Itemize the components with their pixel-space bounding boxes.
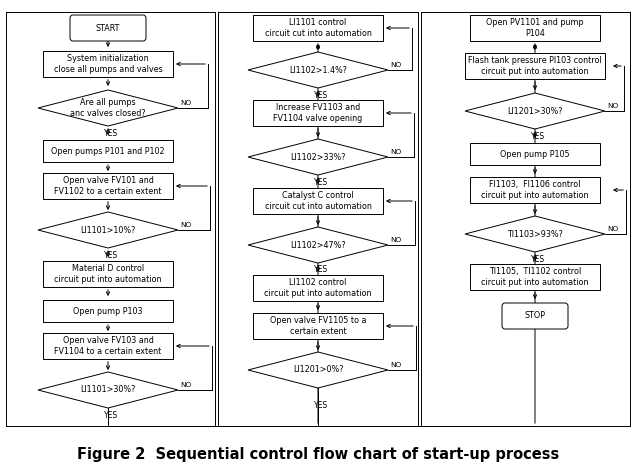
Text: Open PV1101 and pump
P104: Open PV1101 and pump P104 [486,18,584,38]
Text: YES: YES [314,91,328,100]
Text: YES: YES [314,265,328,274]
Text: FI1103,  FI1106 control
circuit put into automation: FI1103, FI1106 control circuit put into … [481,180,589,200]
Text: NO: NO [180,382,191,388]
Polygon shape [465,216,605,252]
Text: NO: NO [607,103,618,109]
Text: LI1101>10%?: LI1101>10%? [80,226,135,235]
Text: LI1102>1.4%?: LI1102>1.4%? [289,65,347,74]
Polygon shape [248,52,388,88]
Text: Flash tank pressure PI103 control
circuit put into automation: Flash tank pressure PI103 control circui… [468,56,602,76]
Text: LI1201>30%?: LI1201>30%? [508,107,563,116]
Text: STOP: STOP [525,311,546,320]
Text: LI1102>33%?: LI1102>33%? [290,153,346,162]
Text: LI1102>47%?: LI1102>47%? [290,240,346,249]
Text: TI1105,  TI1102 control
circuit put into automation: TI1105, TI1102 control circuit put into … [481,267,589,287]
Text: Open valve FV103 and
FV1104 to a certain extent: Open valve FV103 and FV1104 to a certain… [54,336,162,356]
Text: NO: NO [180,222,191,228]
Text: YES: YES [104,128,118,137]
Bar [253,313,383,339]
Text: NO: NO [390,62,401,68]
Text: Are all pumps
anc valves closed?: Are all pumps anc valves closed? [70,98,146,118]
Polygon shape [248,139,388,175]
Text: NO: NO [390,149,401,155]
Polygon shape [38,212,178,248]
Text: Open valve FV1105 to a
certain extent: Open valve FV1105 to a certain extent [270,316,366,336]
Bar [470,15,600,41]
Polygon shape [38,372,178,408]
Text: Open pump P105: Open pump P105 [500,149,570,158]
Text: NO: NO [180,100,191,106]
Bar [470,264,600,290]
Text: YES: YES [104,250,118,259]
Text: LI1201>0%?: LI1201>0%? [293,365,343,374]
Text: Open valve FV101 and
FV1102 to a certain extent: Open valve FV101 and FV1102 to a certain… [54,176,162,196]
Text: YES: YES [531,255,545,264]
Text: YES: YES [531,131,545,140]
Bar [43,333,173,359]
Text: Figure 2  Sequential control flow chart of start-up process: Figure 2 Sequential control flow chart o… [77,447,559,462]
Text: Open pumps P101 and P102: Open pumps P101 and P102 [51,146,165,155]
Bar [43,140,173,162]
Bar [253,100,383,126]
Polygon shape [465,93,605,129]
Text: TI1103>93%?: TI1103>93%? [507,229,563,238]
Text: LI1102 control
circuit put into automation: LI1102 control circuit put into automati… [264,278,372,298]
Text: NO: NO [390,237,401,243]
FancyBboxPatch shape [70,15,146,41]
Bar [43,173,173,199]
Bar [43,300,173,322]
Text: YES: YES [314,177,328,186]
FancyBboxPatch shape [502,303,568,329]
Polygon shape [38,90,178,126]
Text: System initialization
close all pumps and valves: System initialization close all pumps an… [53,54,162,74]
Text: YES: YES [104,410,118,419]
Bar [43,51,173,77]
Bar [253,15,383,41]
Bar [253,275,383,301]
Text: LI1101 control
circuit cut into automation: LI1101 control circuit cut into automati… [265,18,371,38]
Text: LI1101>30%?: LI1101>30%? [80,385,135,394]
Bar [470,143,600,165]
Text: Catalyst C control
circuit cut into automation: Catalyst C control circuit cut into auto… [265,191,371,211]
Text: Open pump P103: Open pump P103 [73,307,142,316]
Bar [470,177,600,203]
Text: START: START [96,24,120,33]
Text: Increase FV1103 and
FV1104 valve opening: Increase FV1103 and FV1104 valve opening [273,103,363,123]
Bar [465,53,605,79]
Text: NO: NO [607,226,618,232]
Bar [253,188,383,214]
Text: NO: NO [390,362,401,368]
Text: Material D control
circuit put into automation: Material D control circuit put into auto… [54,264,162,284]
Polygon shape [248,227,388,263]
Polygon shape [248,352,388,388]
Text: YES: YES [314,401,328,410]
Bar [43,261,173,287]
